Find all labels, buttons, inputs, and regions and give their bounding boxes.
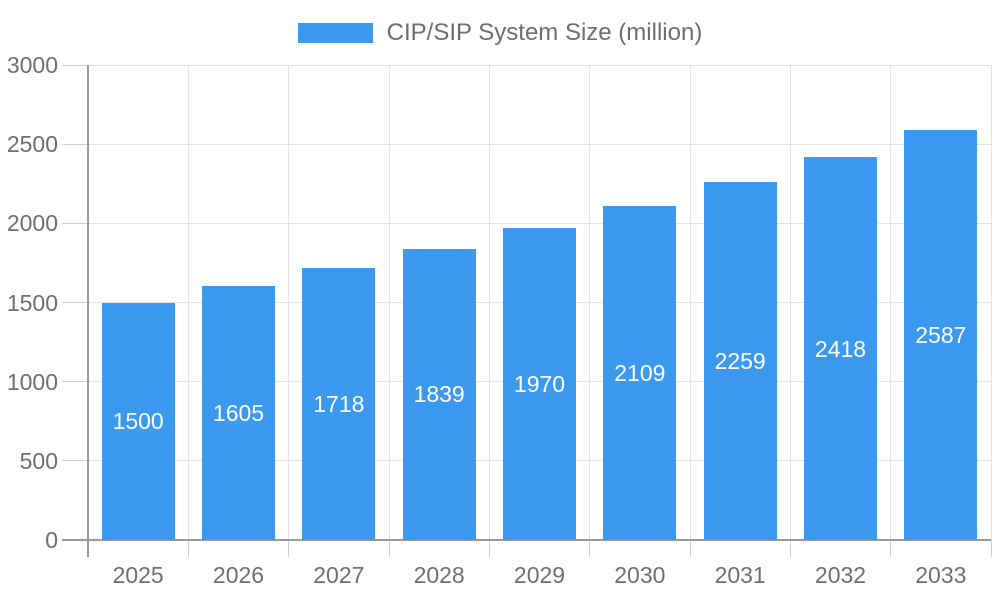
x-tick	[488, 540, 490, 557]
x-gridline	[689, 65, 691, 540]
y-tick-label: 0	[45, 527, 58, 553]
x-gridline	[388, 65, 390, 540]
bar: 2109	[603, 206, 677, 540]
bar: 2259	[703, 182, 777, 540]
bar: 1839	[402, 248, 476, 540]
x-gridline	[990, 65, 992, 540]
bar-value-label: 1718	[313, 390, 365, 417]
x-tick	[990, 540, 992, 557]
y-gridline	[88, 222, 991, 224]
x-tick-label: 2028	[413, 562, 465, 588]
bar: 1970	[503, 228, 576, 540]
bar-value-label: 2418	[814, 335, 867, 362]
bar: 1500	[101, 302, 175, 540]
bar: 1718	[302, 267, 376, 540]
x-tick	[689, 540, 691, 557]
bar-value-label: 2259	[714, 348, 766, 375]
x-tick-label: 2026	[212, 562, 265, 588]
y-tick-label: 2000	[6, 210, 58, 237]
x-tick-label: 2025	[112, 562, 164, 588]
y-tick	[62, 143, 88, 145]
y-tick	[62, 302, 88, 303]
x-gridline	[589, 65, 591, 540]
x-gridline	[789, 65, 791, 540]
x-tick	[187, 540, 189, 557]
x-gridline	[187, 65, 189, 540]
x-gridline	[488, 65, 490, 540]
bar: 1605	[202, 285, 275, 540]
x-gridline	[288, 65, 290, 540]
x-tick	[388, 540, 390, 557]
y-tick-label: 500	[19, 447, 58, 474]
x-tick	[789, 540, 791, 557]
x-tick	[589, 540, 591, 557]
y-tick	[62, 381, 88, 383]
y-tick-label: 3000	[6, 52, 58, 78]
y-gridline	[88, 143, 991, 145]
y-tick-label: 2500	[6, 131, 58, 158]
y-tick-label: 1000	[6, 368, 58, 395]
bar-value-label: 1500	[112, 408, 164, 435]
y-tick-label: 1500	[6, 289, 58, 316]
y-tick	[62, 460, 88, 462]
x-tick-label: 2032	[814, 562, 867, 588]
legend-label: CIP/SIP System Size (million)	[386, 19, 703, 46]
legend-swatch	[297, 23, 373, 43]
bar-value-label: 2109	[614, 360, 666, 387]
x-gridline	[890, 65, 892, 540]
x-tick-label: 2031	[714, 562, 766, 588]
bar-value-label: 2587	[915, 322, 967, 349]
y-gridline	[88, 64, 991, 66]
bar: 2587	[904, 130, 978, 540]
y-tick	[62, 222, 88, 224]
y-axis-line	[86, 65, 89, 557]
x-tick-label: 2033	[915, 562, 967, 588]
legend[interactable]: CIP/SIP System Size (million)	[0, 20, 1000, 46]
x-tick	[288, 540, 290, 557]
bar: 2418	[804, 157, 877, 540]
x-tick	[890, 540, 892, 557]
bar-value-label: 1605	[212, 399, 265, 426]
x-tick-label: 2030	[614, 562, 666, 588]
bar-value-label: 1839	[413, 381, 465, 408]
x-tick-label: 2029	[513, 562, 566, 588]
y-tick	[62, 64, 88, 66]
bar-value-label: 1970	[513, 371, 566, 398]
x-tick-label: 2027	[313, 562, 365, 588]
